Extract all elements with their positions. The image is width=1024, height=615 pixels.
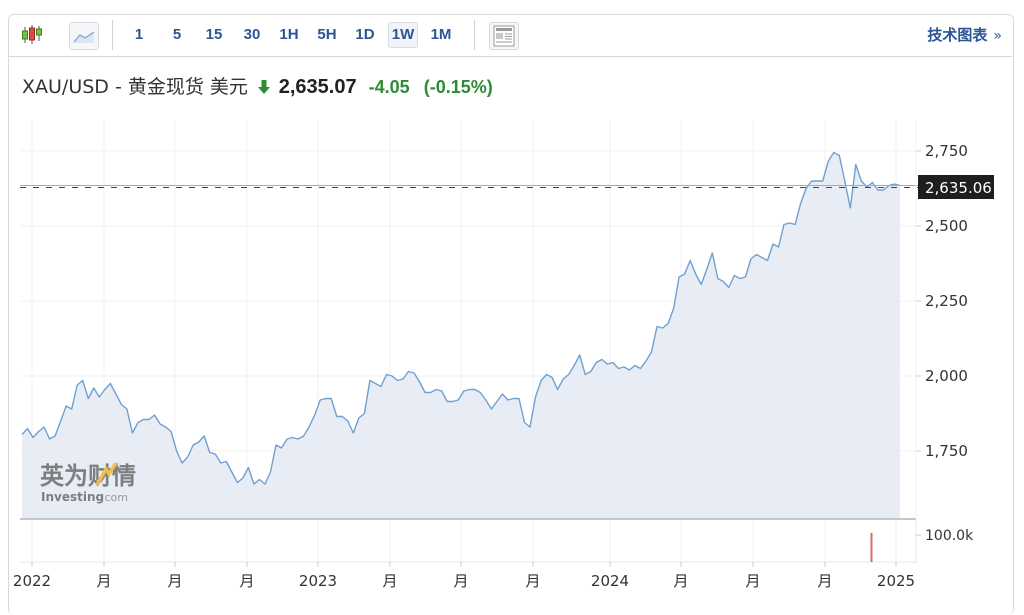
y-axis-label: 2,500: [925, 217, 968, 235]
last-price: 2,635.07: [278, 76, 357, 98]
x-axis-label: 月: [525, 572, 540, 590]
price-line: [21, 151, 901, 485]
price-change-percent: (-0.15%): [423, 77, 493, 97]
volume-axis-label: 100.0k: [925, 528, 974, 544]
price-change: -4.05: [368, 77, 410, 97]
interval-1d[interactable]: 1D: [355, 26, 375, 43]
watermark-bolt-icon: [95, 462, 118, 486]
x-axis-label: 月: [673, 572, 688, 590]
price-area-fill: [22, 152, 900, 519]
price-axis: 2,750 2,500 2,250 2,000 1,750: [916, 142, 968, 460]
chart-toolbar: 1 5 15 30 1H 5H 1D 1W 1M 技术图表 »: [8, 14, 1012, 57]
current-price-label: 2,635.06: [925, 179, 992, 197]
technical-chart-link[interactable]: 技术图表 »: [927, 24, 1002, 45]
x-axis-label: 2022: [13, 572, 51, 590]
x-axis-label: 2023: [299, 572, 337, 590]
toolbar-divider: [112, 20, 113, 50]
candlestick-chart-button[interactable]: [18, 22, 48, 48]
x-axis-label: 月: [745, 572, 760, 590]
watermark-en: Investing: [41, 490, 104, 504]
y-axis-label: 2,750: [925, 142, 968, 160]
layout-panel-icon: [493, 25, 515, 47]
down-arrow-icon: [257, 79, 275, 97]
volume-bar: [870, 533, 873, 562]
x-axis-label: 2025: [877, 572, 915, 590]
interval-30[interactable]: 30: [243, 26, 261, 43]
y-axis-label: 1,750: [925, 442, 968, 460]
watermark-cn: 英为财情: [40, 462, 136, 490]
y-axis-label: 2,000: [925, 367, 968, 385]
y-axis-label: 2,250: [925, 292, 968, 310]
interval-5[interactable]: 5: [172, 26, 182, 43]
x-axis-label: 月: [239, 572, 254, 590]
layout-button[interactable]: [489, 22, 519, 50]
x-axis-label: 月: [167, 572, 182, 590]
symbol-name: XAU/USD - 黄金现货 美元: [22, 76, 248, 98]
area-chart-icon: [73, 31, 95, 43]
interval-15[interactable]: 15: [205, 26, 223, 43]
watermark-en-suffix: .com: [101, 491, 128, 504]
x-axis-label: 月: [453, 572, 468, 590]
current-price-badge: 2,635.06: [918, 175, 994, 199]
toolbar-divider: [474, 20, 475, 50]
quote-header: XAU/USD - 黄金现货 美元 2,635.07 -4.05 (-0.15%…: [22, 72, 493, 99]
x-axis-label: 月: [817, 572, 832, 590]
interval-1m[interactable]: 1M: [430, 26, 452, 43]
time-axis: 2022 月 月 月 2023 月 月 月 2024 月 月 月 2025: [13, 562, 915, 590]
x-axis-label: 2024: [591, 572, 629, 590]
candlestick-icon: [22, 25, 42, 44]
interval-1w[interactable]: 1W: [388, 22, 418, 48]
interval-5h[interactable]: 5H: [317, 26, 337, 43]
x-axis-label: 月: [96, 572, 111, 590]
interval-1[interactable]: 1: [134, 26, 144, 43]
investing-watermark: 英为财情 Investing .com: [40, 462, 136, 504]
technical-chart-label: 技术图表: [927, 26, 988, 44]
double-chevron-right-icon: »: [993, 28, 1002, 44]
x-axis-label: 月: [382, 572, 397, 590]
area-chart-button[interactable]: [69, 22, 99, 50]
interval-1h[interactable]: 1H: [279, 26, 299, 43]
